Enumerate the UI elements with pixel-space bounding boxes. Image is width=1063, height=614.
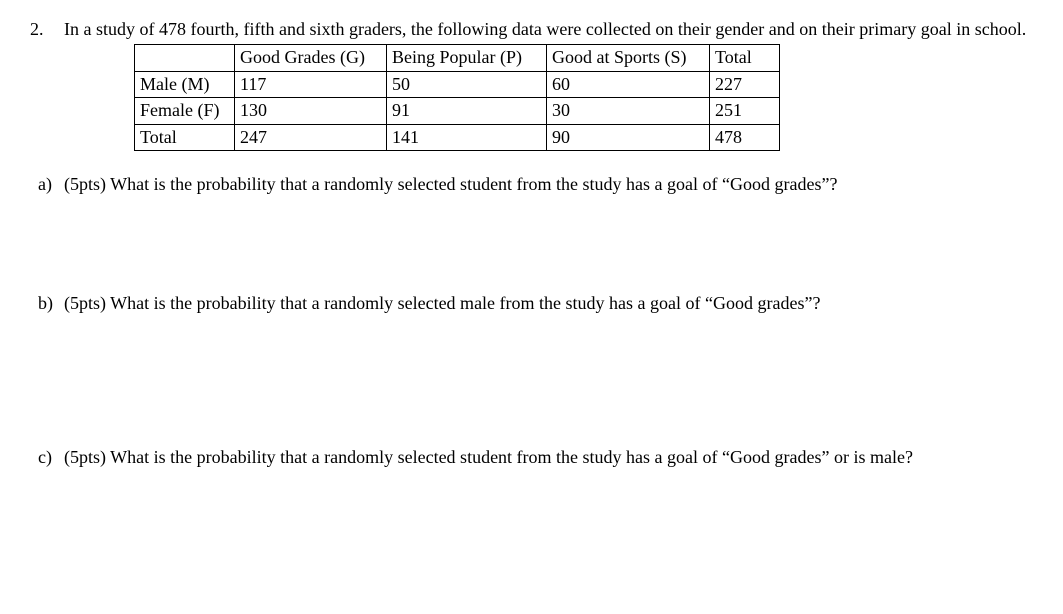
table-row: Male (M) 117 50 60 227 bbox=[135, 71, 780, 97]
subquestion-text: (5pts) What is the probability that a ra… bbox=[64, 292, 1033, 315]
table-cell: 227 bbox=[710, 71, 780, 97]
table-cell: 251 bbox=[710, 98, 780, 124]
table-cell: 130 bbox=[235, 98, 387, 124]
subquestion-text: (5pts) What is the probability that a ra… bbox=[64, 446, 1033, 469]
subquestion-b: b) (5pts) What is the probability that a… bbox=[38, 292, 1033, 315]
table-cell: 478 bbox=[710, 124, 780, 150]
question-number: 2. bbox=[30, 18, 64, 41]
table-cell: 90 bbox=[547, 124, 710, 150]
table-cell-row-label: Male (M) bbox=[135, 71, 235, 97]
table-row: Total 247 141 90 478 bbox=[135, 124, 780, 150]
table-cell: 50 bbox=[387, 71, 547, 97]
table-row: Female (F) 130 91 30 251 bbox=[135, 98, 780, 124]
table-header-Total: Total bbox=[710, 45, 780, 71]
subquestion-letter: b) bbox=[38, 292, 64, 315]
data-table: Good Grades (G) Being Popular (P) Good a… bbox=[134, 44, 780, 151]
table-header-S: Good at Sports (S) bbox=[547, 45, 710, 71]
table-cell: 91 bbox=[387, 98, 547, 124]
table-cell-row-label: Female (F) bbox=[135, 98, 235, 124]
table-cell: 60 bbox=[547, 71, 710, 97]
table-cell: 30 bbox=[547, 98, 710, 124]
table-header-P: Being Popular (P) bbox=[387, 45, 547, 71]
table-cell: 247 bbox=[235, 124, 387, 150]
subquestion-letter: a) bbox=[38, 173, 64, 196]
subquestion-a: a) (5pts) What is the probability that a… bbox=[38, 173, 1033, 196]
table-header-blank bbox=[135, 45, 235, 71]
table-header-G: Good Grades (G) bbox=[235, 45, 387, 71]
table-cell-row-label: Total bbox=[135, 124, 235, 150]
table-header-row: Good Grades (G) Being Popular (P) Good a… bbox=[135, 45, 780, 71]
subquestion-c: c) (5pts) What is the probability that a… bbox=[38, 446, 1033, 469]
table-cell: 117 bbox=[235, 71, 387, 97]
question-intro: In a study of 478 fourth, fifth and sixt… bbox=[64, 18, 1033, 41]
subquestion-text: (5pts) What is the probability that a ra… bbox=[64, 173, 1033, 196]
question-2: 2. In a study of 478 fourth, fifth and s… bbox=[30, 18, 1033, 151]
question-body: In a study of 478 fourth, fifth and sixt… bbox=[64, 18, 1033, 151]
table-cell: 141 bbox=[387, 124, 547, 150]
subquestion-letter: c) bbox=[38, 446, 64, 469]
